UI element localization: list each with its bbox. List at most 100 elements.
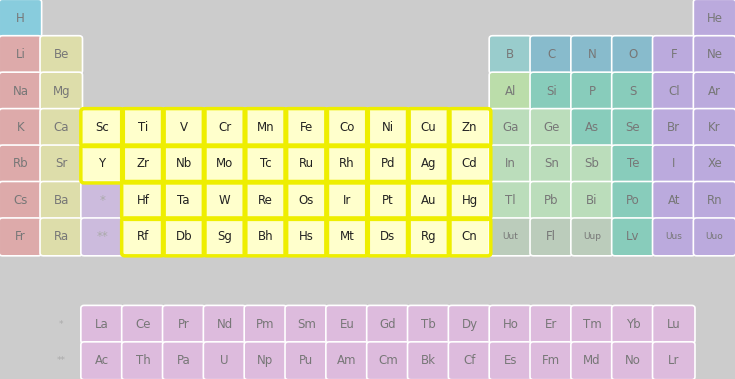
FancyBboxPatch shape	[204, 342, 245, 379]
Text: Rb: Rb	[12, 158, 28, 171]
FancyBboxPatch shape	[81, 182, 123, 219]
Text: Bi: Bi	[587, 194, 598, 207]
FancyBboxPatch shape	[612, 109, 654, 147]
Text: **: **	[57, 356, 65, 365]
FancyBboxPatch shape	[81, 145, 123, 183]
Text: Ne: Ne	[706, 48, 723, 61]
FancyBboxPatch shape	[693, 0, 735, 37]
Text: Th: Th	[135, 354, 150, 367]
Text: Zr: Zr	[137, 158, 149, 171]
FancyBboxPatch shape	[490, 342, 531, 379]
Text: Po: Po	[626, 194, 639, 207]
Text: V: V	[180, 121, 187, 134]
Text: Yb: Yb	[625, 318, 640, 331]
FancyBboxPatch shape	[653, 218, 695, 256]
FancyBboxPatch shape	[367, 342, 409, 379]
Text: **: **	[96, 230, 108, 243]
Text: La: La	[96, 318, 109, 331]
Text: Pu: Pu	[299, 354, 313, 367]
FancyBboxPatch shape	[326, 145, 368, 183]
Text: Uup: Uup	[583, 232, 601, 241]
FancyBboxPatch shape	[490, 218, 531, 256]
FancyBboxPatch shape	[571, 305, 613, 343]
Text: Si: Si	[546, 85, 556, 98]
FancyBboxPatch shape	[244, 109, 287, 147]
FancyBboxPatch shape	[122, 109, 164, 147]
FancyBboxPatch shape	[204, 305, 245, 343]
FancyBboxPatch shape	[162, 182, 205, 219]
FancyBboxPatch shape	[490, 145, 531, 183]
FancyBboxPatch shape	[0, 36, 42, 74]
FancyBboxPatch shape	[40, 218, 82, 256]
FancyBboxPatch shape	[244, 342, 287, 379]
FancyBboxPatch shape	[693, 145, 735, 183]
FancyBboxPatch shape	[244, 145, 287, 183]
Text: Ru: Ru	[298, 158, 314, 171]
Text: Am: Am	[337, 354, 356, 367]
Text: No: No	[625, 354, 641, 367]
FancyBboxPatch shape	[122, 218, 164, 256]
Text: Sr: Sr	[55, 158, 68, 171]
FancyBboxPatch shape	[530, 218, 573, 256]
FancyBboxPatch shape	[81, 109, 123, 147]
FancyBboxPatch shape	[612, 218, 654, 256]
FancyBboxPatch shape	[653, 109, 695, 147]
Text: Pm: Pm	[257, 318, 275, 331]
Text: Ga: Ga	[502, 121, 519, 134]
FancyBboxPatch shape	[367, 218, 409, 256]
FancyBboxPatch shape	[0, 145, 42, 183]
FancyBboxPatch shape	[448, 342, 491, 379]
Text: Te: Te	[627, 158, 639, 171]
Text: Mo: Mo	[216, 158, 233, 171]
FancyBboxPatch shape	[81, 305, 123, 343]
FancyBboxPatch shape	[244, 182, 287, 219]
FancyBboxPatch shape	[612, 182, 654, 219]
Text: Ca: Ca	[54, 121, 69, 134]
FancyBboxPatch shape	[81, 342, 123, 379]
Text: Ho: Ho	[503, 318, 518, 331]
FancyBboxPatch shape	[530, 36, 573, 74]
Text: Be: Be	[54, 48, 69, 61]
FancyBboxPatch shape	[0, 182, 42, 219]
Text: Dy: Dy	[462, 318, 478, 331]
FancyBboxPatch shape	[653, 72, 695, 110]
Text: Rh: Rh	[340, 158, 355, 171]
Text: Zn: Zn	[462, 121, 477, 134]
Text: Re: Re	[258, 194, 273, 207]
Text: Sg: Sg	[217, 230, 232, 243]
Text: Ds: Ds	[380, 230, 395, 243]
FancyBboxPatch shape	[612, 342, 654, 379]
Text: C: C	[547, 48, 556, 61]
Text: Np: Np	[257, 354, 273, 367]
Text: Cf: Cf	[463, 354, 476, 367]
FancyBboxPatch shape	[490, 36, 531, 74]
FancyBboxPatch shape	[0, 218, 42, 256]
Text: Fr: Fr	[15, 230, 26, 243]
Text: Ba: Ba	[54, 194, 69, 207]
Text: Kr: Kr	[709, 121, 721, 134]
Text: B: B	[506, 48, 514, 61]
Text: Br: Br	[667, 121, 681, 134]
FancyBboxPatch shape	[448, 182, 491, 219]
Text: Fl: Fl	[546, 230, 556, 243]
FancyBboxPatch shape	[490, 305, 531, 343]
FancyBboxPatch shape	[367, 109, 409, 147]
Text: Pt: Pt	[382, 194, 394, 207]
Text: Rn: Rn	[707, 194, 723, 207]
Text: Hs: Hs	[299, 230, 314, 243]
FancyBboxPatch shape	[204, 145, 245, 183]
FancyBboxPatch shape	[571, 109, 613, 147]
Text: Sb: Sb	[584, 158, 600, 171]
FancyBboxPatch shape	[285, 218, 328, 256]
Text: Mn: Mn	[257, 121, 274, 134]
Text: Md: Md	[584, 354, 601, 367]
FancyBboxPatch shape	[81, 218, 123, 256]
Text: Ra: Ra	[54, 230, 69, 243]
FancyBboxPatch shape	[326, 342, 368, 379]
FancyBboxPatch shape	[285, 342, 328, 379]
FancyBboxPatch shape	[367, 305, 409, 343]
FancyBboxPatch shape	[122, 145, 164, 183]
FancyBboxPatch shape	[530, 109, 573, 147]
Text: Lv: Lv	[626, 230, 639, 243]
Text: F: F	[670, 48, 677, 61]
